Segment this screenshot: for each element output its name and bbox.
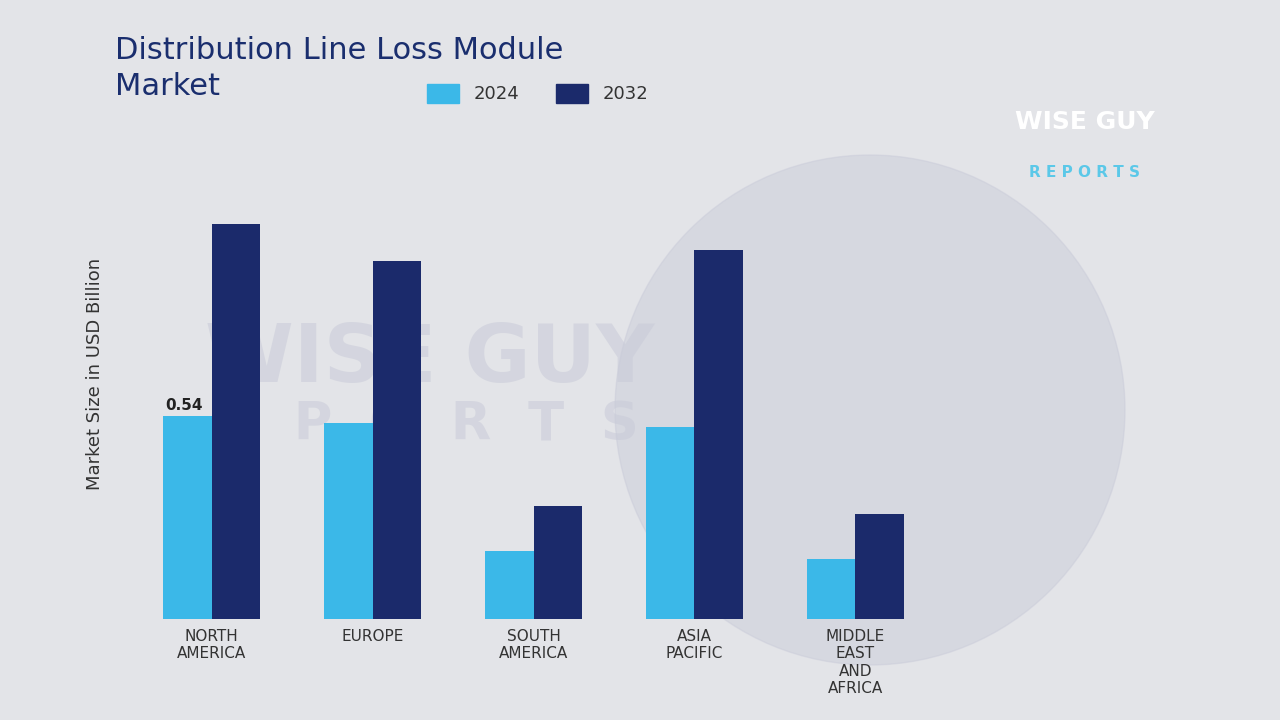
Bar bbox=[695, 250, 742, 619]
Y-axis label: Market Size in USD Billion: Market Size in USD Billion bbox=[86, 258, 104, 490]
Text: Distribution Line Loss Module
Market: Distribution Line Loss Module Market bbox=[115, 36, 563, 101]
Text: WISE GUY: WISE GUY bbox=[205, 321, 654, 399]
Bar bbox=[211, 224, 260, 619]
Bar bbox=[324, 423, 372, 619]
Bar bbox=[372, 261, 421, 619]
Bar bbox=[164, 416, 211, 619]
Bar bbox=[646, 427, 695, 619]
Legend: 2024, 2032: 2024, 2032 bbox=[417, 75, 658, 112]
Text: 0.54: 0.54 bbox=[165, 398, 202, 413]
Text: R E P O R T S: R E P O R T S bbox=[1029, 166, 1140, 180]
Text: WISE GUY: WISE GUY bbox=[1015, 110, 1155, 135]
Circle shape bbox=[614, 155, 1125, 665]
Bar bbox=[808, 559, 855, 619]
Bar bbox=[855, 514, 904, 619]
Bar bbox=[534, 506, 582, 619]
Text: E  P  O  R  T  S: E P O R T S bbox=[221, 399, 639, 451]
Bar bbox=[485, 552, 534, 619]
